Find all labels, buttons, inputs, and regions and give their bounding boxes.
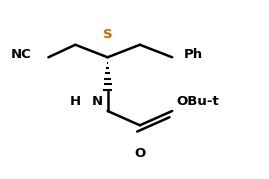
Text: S: S bbox=[103, 28, 112, 41]
Text: O: O bbox=[134, 147, 146, 159]
Text: N: N bbox=[91, 95, 102, 108]
Text: OBu-t: OBu-t bbox=[176, 95, 219, 108]
Text: Ph: Ph bbox=[184, 48, 203, 61]
Text: NC: NC bbox=[11, 48, 32, 61]
Text: H: H bbox=[70, 95, 81, 108]
